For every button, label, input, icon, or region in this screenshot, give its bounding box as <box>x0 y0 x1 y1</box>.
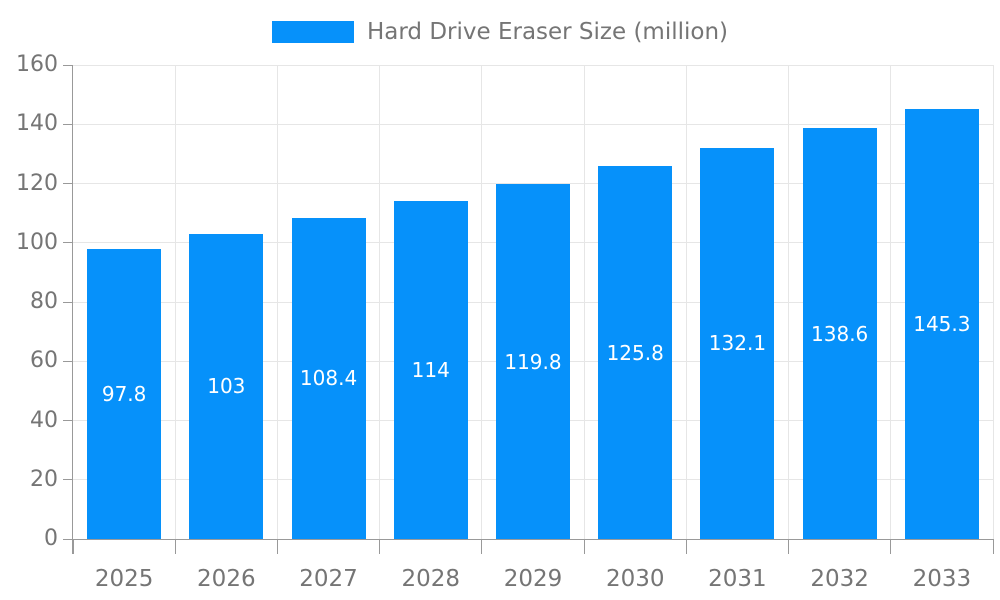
bar-2027[interactable]: 108.4 <box>291 217 366 539</box>
x-axis-tick <box>174 539 176 554</box>
y-axis-tick <box>63 183 73 184</box>
x-axis-label: 2026 <box>197 566 256 592</box>
y-axis-label: 20 <box>30 466 58 492</box>
x-gridline <box>890 65 892 539</box>
bar-value-label: 114 <box>411 358 450 383</box>
y-axis-tick <box>63 64 73 66</box>
y-axis-label: 120 <box>16 170 58 196</box>
y-axis-label: 100 <box>16 229 58 255</box>
x-gridline <box>174 65 176 539</box>
x-axis-tick <box>72 539 74 554</box>
x-axis-label: 2031 <box>708 566 767 592</box>
x-axis-label: 2027 <box>299 566 358 592</box>
x-axis-tick <box>276 539 278 554</box>
bar-2033[interactable]: 145.3 <box>904 108 979 539</box>
bar-2028[interactable]: 114 <box>393 201 468 539</box>
y-gridline <box>73 64 993 66</box>
x-gridline <box>481 65 483 539</box>
x-axis-tick <box>583 539 585 554</box>
x-gridline <box>788 65 790 539</box>
x-axis-tick <box>890 539 892 554</box>
x-axis-tick <box>685 539 687 554</box>
bar-2029[interactable]: 119.8 <box>496 184 570 539</box>
x-gridline <box>992 65 994 539</box>
y-axis-tick <box>63 420 73 421</box>
legend-swatch-icon <box>271 21 354 43</box>
y-axis-label: 160 <box>16 52 58 77</box>
bar-2031[interactable]: 132.1 <box>700 147 775 539</box>
x-axis-label: 2029 <box>503 566 563 592</box>
x-axis-line <box>72 539 993 540</box>
y-axis-tick <box>63 242 73 244</box>
y-axis-label: 80 <box>30 289 58 314</box>
bar-2032[interactable]: 138.6 <box>802 128 877 539</box>
bar-2025[interactable]: 97.8 <box>87 249 162 539</box>
y-axis-tick <box>63 360 73 362</box>
y-axis-label: 40 <box>30 407 58 433</box>
bar-value-label: 103 <box>207 374 246 399</box>
x-axis-label: 2033 <box>912 566 972 592</box>
x-axis-tick <box>481 539 483 554</box>
x-axis-tick <box>379 539 381 554</box>
x-axis-label: 2030 <box>605 566 665 592</box>
bar-value-label: 119.8 <box>504 349 562 374</box>
y-axis-label: 140 <box>16 111 58 137</box>
x-axis-label: 2028 <box>401 566 461 592</box>
x-gridline <box>379 65 381 539</box>
y-gridline <box>73 123 993 125</box>
x-axis-label: 2032 <box>810 566 869 592</box>
bar-value-label: 132.1 <box>708 331 767 356</box>
bar-value-label: 97.8 <box>101 382 147 407</box>
bar-value-label: 145.3 <box>913 311 971 336</box>
legend-item-series[interactable]: Hard Drive Eraser Size (million) <box>271 18 729 46</box>
y-axis-tick <box>63 123 73 125</box>
x-axis-tick <box>788 539 790 554</box>
bar-value-label: 138.6 <box>811 321 869 346</box>
x-axis-label: 2025 <box>94 566 154 592</box>
y-axis-tick <box>63 538 73 540</box>
legend-label: Hard Drive Eraser Size (million) <box>366 19 729 45</box>
bar-value-label: 125.8 <box>606 340 664 365</box>
x-axis-tick <box>992 539 994 554</box>
y-axis-label: 0 <box>44 526 58 551</box>
y-axis-line <box>72 65 73 554</box>
chart-legend: Hard Drive Eraser Size (million) <box>0 17 1000 47</box>
bar-2026[interactable]: 103 <box>189 233 264 539</box>
y-axis-label: 60 <box>30 348 58 374</box>
y-gridline <box>73 183 993 184</box>
x-gridline <box>685 65 687 539</box>
y-axis-tick <box>63 301 73 303</box>
bar-2030[interactable]: 125.8 <box>598 166 673 539</box>
x-gridline <box>276 65 278 539</box>
bar-value-label: 108.4 <box>299 366 358 391</box>
x-gridline <box>583 65 585 539</box>
y-axis-tick <box>63 479 73 481</box>
